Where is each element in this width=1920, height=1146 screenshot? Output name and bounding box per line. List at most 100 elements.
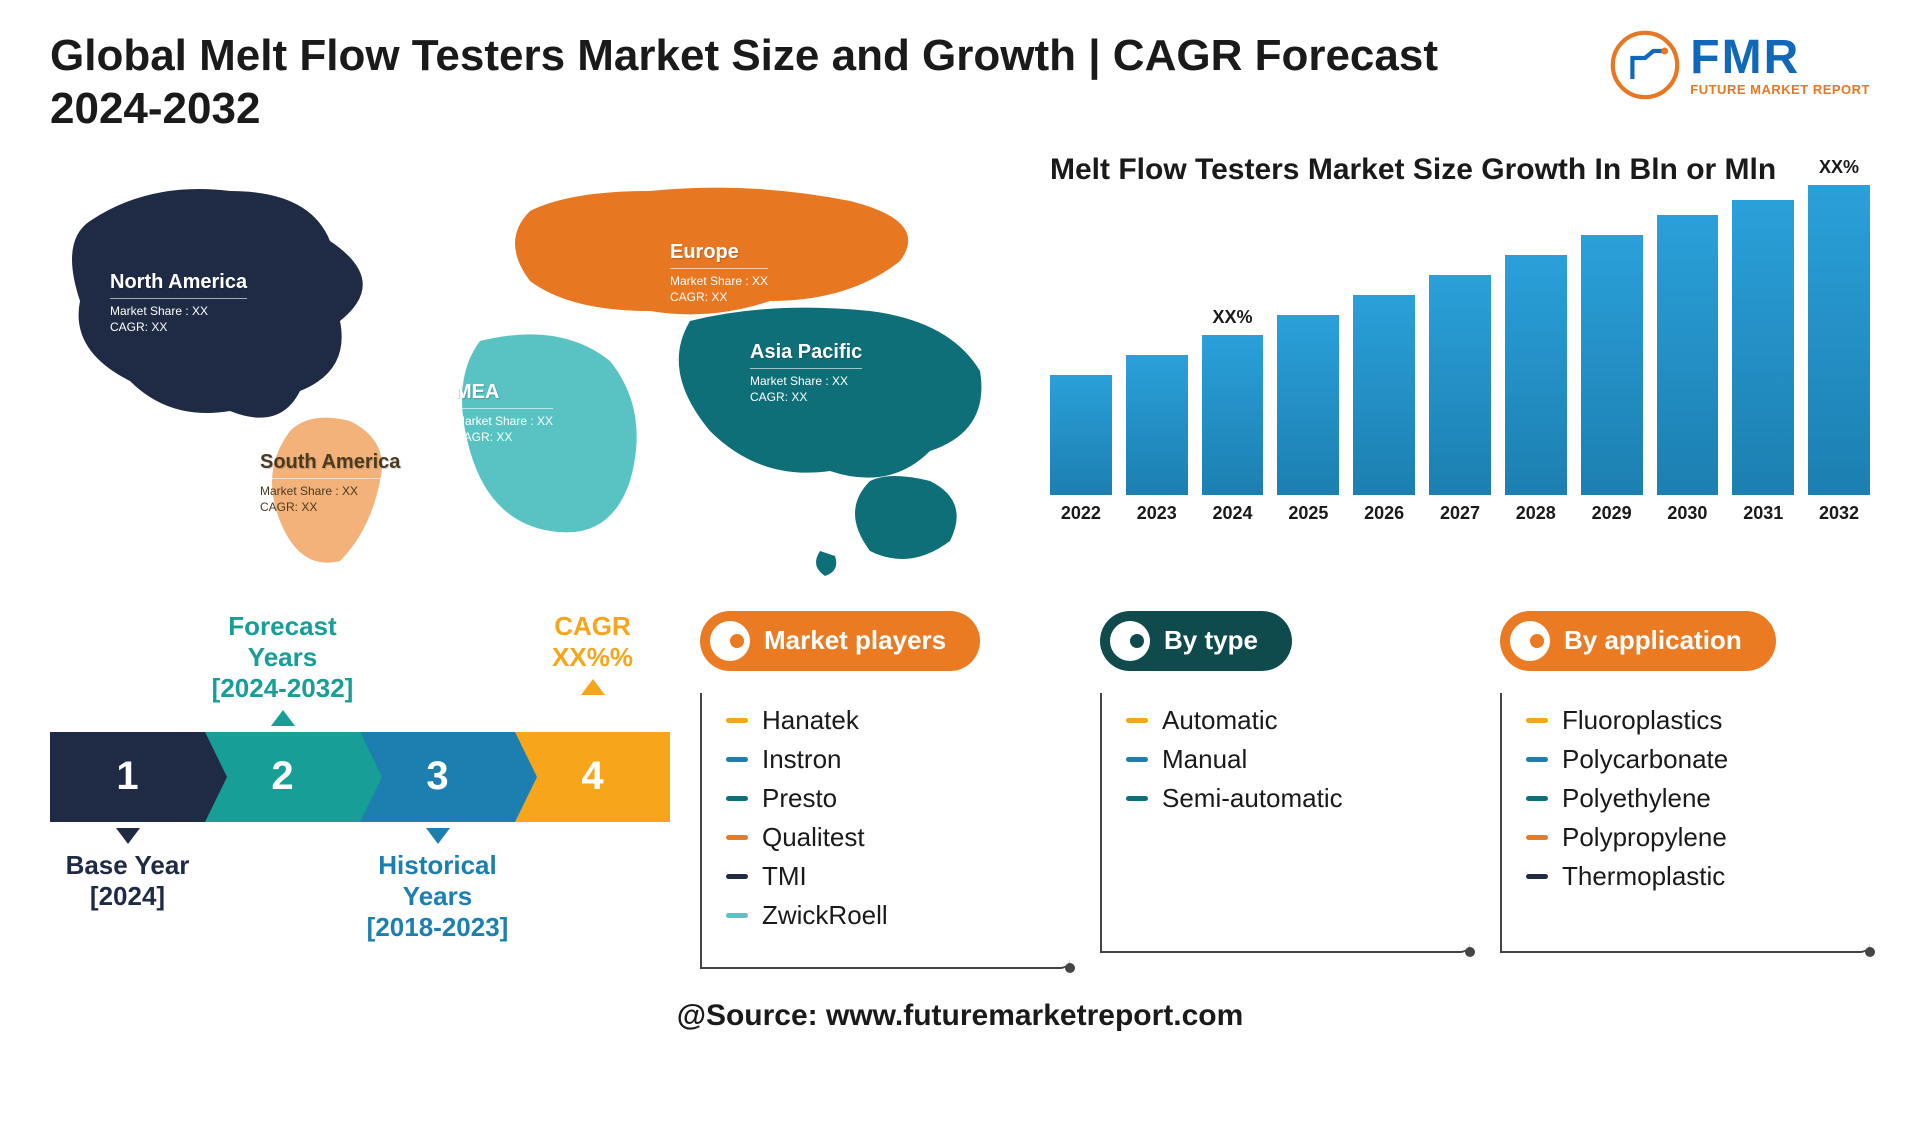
segment-item-label: Instron (762, 744, 842, 775)
timeline-seg-num: 1 (116, 754, 138, 799)
bar-2025: 2025 (1277, 315, 1339, 524)
dash-icon (726, 874, 748, 879)
segment-item-label: Polypropylene (1562, 822, 1727, 853)
dash-icon (726, 718, 748, 723)
base-year-label: Base Year (50, 850, 205, 881)
bar-year-label: 2032 (1819, 503, 1859, 524)
region-name: MEA (455, 381, 553, 404)
bar-2026: 2026 (1353, 295, 1415, 524)
bar-rect (1050, 375, 1112, 495)
region-name: Europe (670, 241, 768, 264)
logo-icon (1610, 30, 1680, 100)
timeline-seg-num: 3 (426, 754, 448, 799)
segment-pill: By type (1100, 611, 1292, 671)
segment-list: Automatic Manual Semi-automatic (1100, 693, 1470, 953)
segment-list: Hanatek Instron Presto Qualitest TMI ZwickRoe… (700, 693, 1070, 969)
dash-icon (1526, 718, 1548, 723)
dash-icon (1526, 796, 1548, 801)
bar-badge: XX% (1213, 307, 1253, 328)
dash-icon (726, 835, 748, 840)
region-label-na: North AmericaMarket Share : XXCAGR: XX (110, 271, 247, 335)
timeline-seg-4: 4 (515, 732, 670, 822)
historical-years-label: Historical Years (360, 850, 515, 912)
segment-item: Automatic (1126, 705, 1450, 736)
timeline-bar: 1 2 3 4 (50, 732, 670, 822)
region-meta: Market Share : XXCAGR: XX (260, 478, 400, 515)
region-label-sa: South America Market Share : XXCAGR: XX (260, 451, 400, 515)
segment-item-label: Manual (1162, 744, 1247, 775)
dash-icon (1526, 835, 1548, 840)
bar-year-label: 2025 (1288, 503, 1328, 524)
header: Global Melt Flow Testers Market Size and… (50, 30, 1870, 136)
segment-item: ZwickRoell (726, 900, 1050, 931)
bar-badge: XX% (1819, 157, 1859, 178)
dash-icon (1126, 718, 1148, 723)
segment-by-type: By type Automatic Manual Semi-automatic (1100, 611, 1470, 969)
dash-icon (1126, 796, 1148, 801)
bar-year-label: 2022 (1061, 503, 1101, 524)
bar-year-label: 2029 (1592, 503, 1632, 524)
bar-year-label: 2027 (1440, 503, 1480, 524)
page-title: Global Melt Flow Testers Market Size and… (50, 30, 1450, 136)
forecast-years-label: Forecast Years (205, 611, 360, 673)
bar-rect (1202, 335, 1264, 495)
bar-year-label: 2031 (1743, 503, 1783, 524)
segment-item: Manual (1126, 744, 1450, 775)
segment-item-label: Semi-automatic (1162, 783, 1343, 814)
segment-by-application: By applicationFluoroplasticsPolycarbonat… (1500, 611, 1870, 969)
triangle-up-icon (581, 679, 605, 695)
bar-2030: 2030 (1657, 215, 1719, 524)
bottom-row: Forecast Years [2024-2032] CAGR XX%% 123… (50, 611, 1870, 969)
bar-year-label: 2024 (1213, 503, 1253, 524)
segment-list: FluoroplasticsPolycarbonatePolyethyleneP… (1500, 693, 1870, 953)
region-label-mea: MEA Market Share : XXCAGR: XX (455, 381, 553, 445)
timeline-seg-1: 1 (50, 732, 205, 822)
segment-item-label: Hanatek (762, 705, 859, 736)
bar-rect (1429, 275, 1491, 495)
region-name: South America (260, 451, 400, 474)
map-svg (50, 151, 1030, 581)
cagr-label: CAGR (515, 611, 670, 642)
dash-icon (1126, 757, 1148, 762)
region-meta: Market Share : XXCAGR: XX (670, 268, 768, 305)
segment-item: Qualitest (726, 822, 1050, 853)
segment-item: Polycarbonate (1526, 744, 1850, 775)
segment-item-label: Fluoroplastics (1562, 705, 1722, 736)
region-meta: Market Share : XXCAGR: XX (750, 368, 862, 405)
segment-item-label: TMI (762, 861, 807, 892)
bar-chart: Melt Flow Testers Market Size Growth In … (1050, 151, 1870, 581)
segment-item-label: Thermoplastic (1562, 861, 1725, 892)
bar-rect (1126, 355, 1188, 495)
dash-icon (726, 796, 748, 801)
timeline-seg-num: 2 (271, 754, 293, 799)
region-label-ap: Asia PacificMarket Share : XXCAGR: XX (750, 341, 862, 405)
bar-2031: 2031 (1732, 200, 1794, 524)
segment-item-label: ZwickRoell (762, 900, 888, 931)
segment-item: Fluoroplastics (1526, 705, 1850, 736)
bar-year-label: 2023 (1137, 503, 1177, 524)
region-label-eu: Europe Market Share : XXCAGR: XX (670, 241, 768, 305)
bar-rect (1732, 200, 1794, 495)
bar-year-label: 2028 (1516, 503, 1556, 524)
logo-text-top: FMR (1690, 34, 1870, 82)
segment-item-label: Polycarbonate (1562, 744, 1728, 775)
main-row: North AmericaMarket Share : XXCAGR: XX So… (50, 151, 1870, 581)
bar-2023: 2023 (1126, 355, 1188, 524)
timeline-seg-2: 2 (205, 732, 360, 822)
bar-2028: 2028 (1505, 255, 1567, 524)
world-map: North AmericaMarket Share : XXCAGR: XX So… (50, 151, 1030, 581)
bar-2032: XX%2032 (1808, 185, 1870, 524)
segment-item: Presto (726, 783, 1050, 814)
segment-item-label: Qualitest (762, 822, 865, 853)
bar-2022: 2022 (1050, 375, 1112, 524)
bar-2029: 2029 (1581, 235, 1643, 524)
dash-icon (726, 757, 748, 762)
timeline: Forecast Years [2024-2032] CAGR XX%% 123… (50, 611, 670, 969)
region-meta: Market Share : XXCAGR: XX (455, 408, 553, 445)
pill-dot-icon (710, 621, 750, 661)
chart-title: Melt Flow Testers Market Size Growth In … (1050, 151, 1870, 189)
map-column: North AmericaMarket Share : XXCAGR: XX So… (50, 151, 1030, 581)
segment-market-players: Market playersHanatekInstronPrestoQualit… (700, 611, 1070, 969)
base-year-range: [2024] (50, 881, 205, 912)
bar-2024: XX%2024 (1202, 335, 1264, 524)
